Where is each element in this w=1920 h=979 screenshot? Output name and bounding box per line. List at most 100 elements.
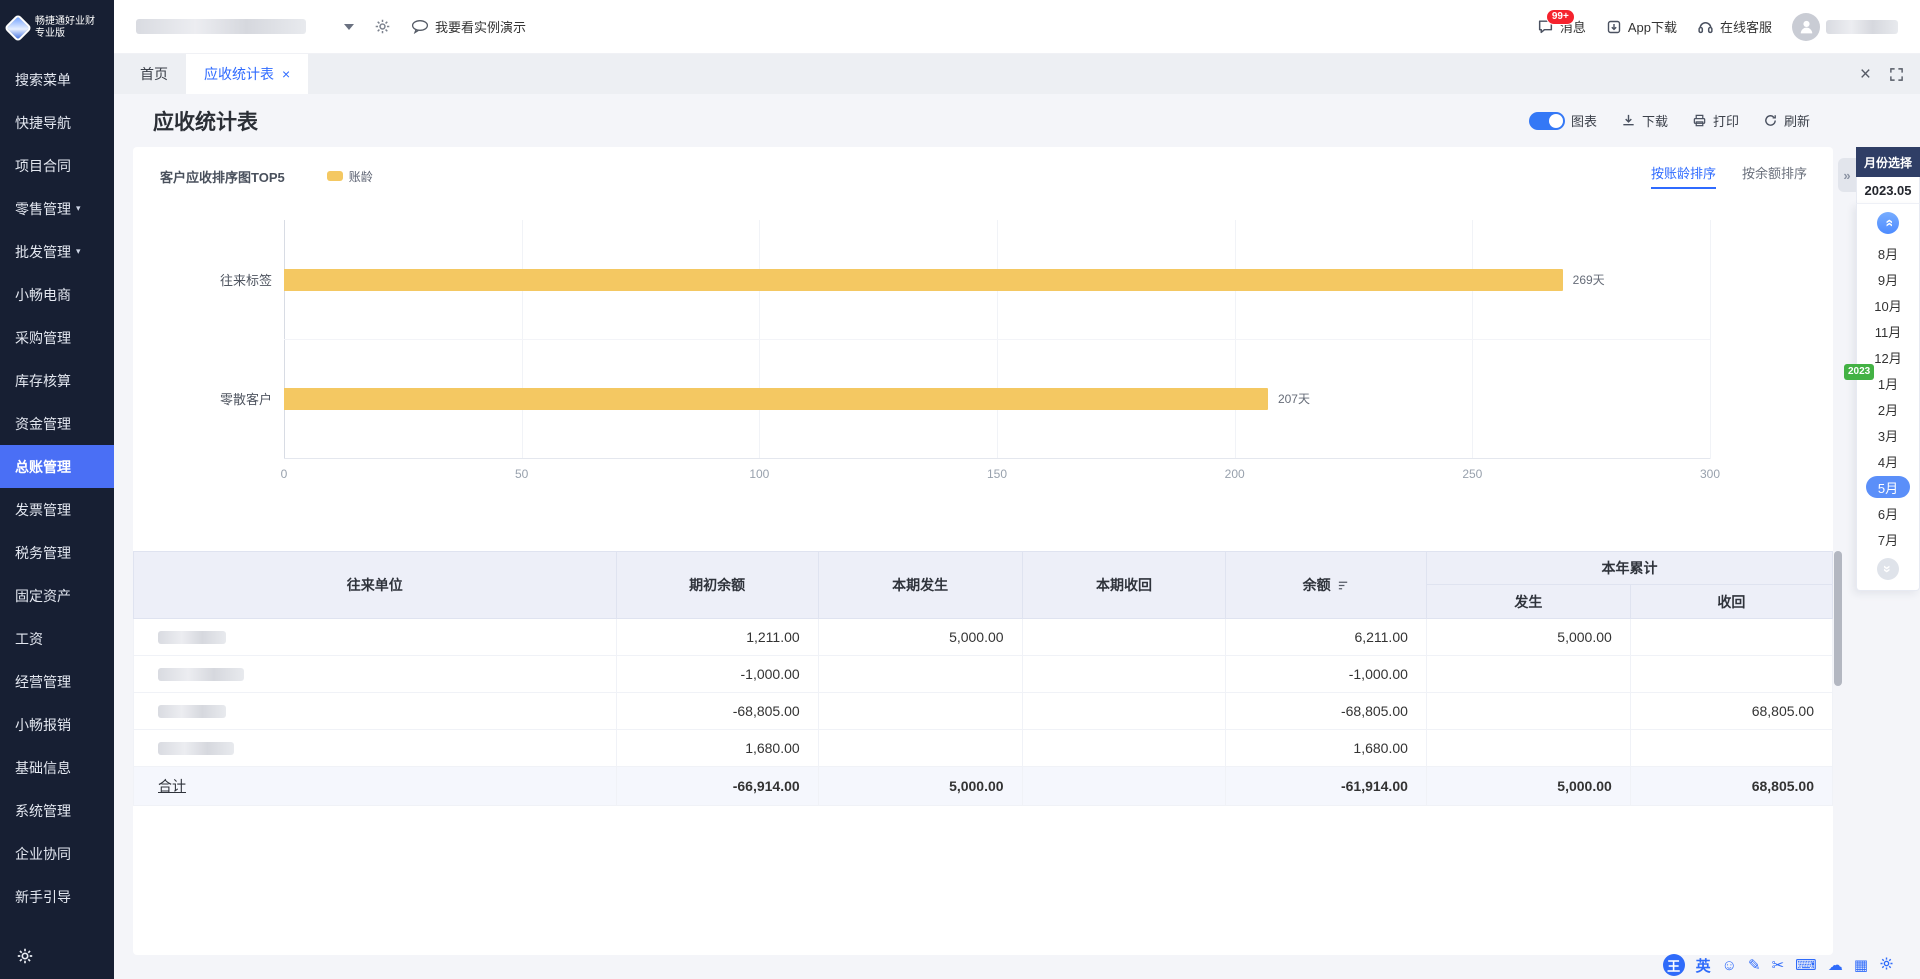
- month-item[interactable]: 12月: [1874, 350, 1902, 366]
- month-item[interactable]: 1月: [1877, 376, 1899, 392]
- sidebar-item-fund-mgmt[interactable]: 资金管理: [15, 415, 71, 432]
- month-item-active[interactable]: 5月: [1866, 476, 1910, 498]
- sidebar-item-search-menu[interactable]: 搜索菜单: [15, 71, 71, 88]
- emoji-icon[interactable]: ☺: [1721, 956, 1737, 974]
- sidebar-item-retail-mgmt[interactable]: 零售管理 ▾: [15, 200, 81, 217]
- sort-by-balance-tab[interactable]: 按余额排序: [1741, 166, 1807, 181]
- col-header-ytd-occur: 发生: [1425, 584, 1631, 619]
- sidebar-item-invoice-mgmt[interactable]: 发票管理: [15, 501, 71, 518]
- chevron-down-icon: [344, 23, 354, 30]
- ime-language-indicator[interactable]: 英: [1695, 957, 1711, 975]
- sidebar-item-tax-mgmt[interactable]: 税务管理: [15, 544, 71, 561]
- sort-by-aging-tab[interactable]: 按账龄排序: [1650, 163, 1716, 189]
- month-item[interactable]: 11月: [1874, 324, 1902, 340]
- sidebar-item-salary[interactable]: 工资: [15, 630, 43, 647]
- sidebar-item-basic-info[interactable]: 基础信息: [15, 759, 71, 776]
- sidebar-item-fixed-assets[interactable]: 固定资产: [15, 587, 71, 604]
- chart-category-label: 零散客户: [219, 392, 272, 407]
- month-item[interactable]: 7月: [1877, 532, 1899, 548]
- gridline: [284, 339, 1710, 340]
- app-download-button[interactable]: App下载: [1606, 17, 1677, 36]
- col-header-current: 本期发生: [817, 551, 1023, 619]
- year-badge: 2023: [1844, 364, 1875, 380]
- refresh-icon: [1765, 115, 1776, 126]
- tab-close-icon[interactable]: ×: [282, 66, 291, 82]
- sidebar-item-ecommerce[interactable]: 小畅电商: [15, 286, 71, 303]
- toolbox-icon[interactable]: ▦: [1853, 956, 1868, 974]
- x-axis-line: [284, 458, 1710, 459]
- legend-swatch-yellow: [326, 171, 343, 181]
- panel-collapse-button[interactable]: »: [1838, 158, 1856, 192]
- sidebar-item-project-contract[interactable]: 项目合同: [15, 157, 71, 174]
- input-method-toolbar: 王 英 ☺ ✎ ✂ ⌨ ☁ ▦: [1662, 954, 1894, 976]
- message-icon-wrap: 99+: [1537, 9, 1575, 35]
- headset-icon: [1698, 22, 1713, 34]
- chart-bar[interactable]: [284, 387, 1268, 410]
- pencil-icon[interactable]: ✎: [1748, 956, 1761, 974]
- cloud-icon[interactable]: ☁: [1827, 956, 1843, 974]
- sidebar-item-newbie-guide[interactable]: 新手引导: [15, 888, 71, 905]
- sidebar-item-system-mgmt[interactable]: 系统管理: [15, 802, 71, 819]
- sort-icon[interactable]: [1337, 579, 1350, 592]
- sidebar-item-inventory-accounting[interactable]: 库存核算: [15, 372, 71, 389]
- table-row[interactable]: 1,211.00 5,000.00 6,211.00 5,000.00: [133, 618, 1834, 656]
- tabbar-actions: ×: [1860, 54, 1920, 94]
- chart-legend[interactable]: 账龄: [326, 168, 373, 185]
- caret-down-icon: ▾: [76, 203, 81, 213]
- chart-bar-row: 零散客户 207天: [220, 339, 1710, 458]
- month-item[interactable]: 9月: [1877, 272, 1899, 288]
- month-item[interactable]: 8月: [1877, 246, 1899, 262]
- sidebar-item-quick-nav[interactable]: 快捷导航: [15, 114, 71, 131]
- month-item[interactable]: 4月: [1877, 454, 1899, 470]
- chart-toggle-switch[interactable]: [1528, 111, 1565, 130]
- sidebar-item-reimbursement[interactable]: 小畅报销: [15, 716, 71, 733]
- brand-line1: 畅捷通好业财: [35, 15, 95, 27]
- user-account[interactable]: [1792, 12, 1898, 41]
- table-row[interactable]: -1,000.00 -1,000.00: [133, 655, 1834, 693]
- table-row[interactable]: -68,805.00 -68,805.00 68,805.00: [133, 692, 1834, 730]
- table-row[interactable]: 1,680.00 1,680.00: [133, 729, 1834, 767]
- sidebar-item-general-ledger[interactable]: 总账管理: [0, 445, 114, 488]
- x-tick-label: 100: [749, 467, 770, 481]
- online-service-button[interactable]: 在线客服: [1697, 17, 1772, 36]
- tab-receivables-report[interactable]: 应收统计表 ×: [186, 54, 309, 94]
- report-card: 客户应收排序图TOP5 账龄 按账龄排序 按余额排序: [133, 147, 1834, 955]
- download-button[interactable]: 下载: [1621, 111, 1668, 130]
- month-item[interactable]: 2月: [1877, 402, 1899, 418]
- caret-down-icon: ▾: [76, 246, 81, 256]
- scissors-icon[interactable]: ✂: [1771, 956, 1785, 974]
- sidebar-settings-button[interactable]: [0, 939, 114, 973]
- download-icon: [1623, 114, 1634, 126]
- app-download-icon: [1607, 20, 1621, 33]
- refresh-button[interactable]: 刷新: [1763, 111, 1810, 130]
- tab-home[interactable]: 首页: [140, 66, 168, 82]
- org-select-dropdown[interactable]: [136, 19, 354, 34]
- x-tick-label: 0: [280, 467, 288, 481]
- scroll-months-up-button[interactable]: »: [1877, 212, 1899, 234]
- month-item[interactable]: 6月: [1877, 506, 1899, 522]
- vertical-scrollbar-thumb[interactable]: [1834, 551, 1842, 686]
- sidebar-nav: 搜索菜单 快捷导航 项目合同 零售管理 ▾ 批发管理 ▾ 小畅电商 采购管理 库存核…: [0, 54, 114, 939]
- chart-value-label: 269天: [1572, 273, 1605, 287]
- total-label[interactable]: 合计: [158, 778, 186, 794]
- sidebar-item-wholesale-mgmt[interactable]: 批发管理 ▾: [15, 243, 81, 260]
- close-all-icon[interactable]: ×: [1859, 63, 1871, 85]
- chart-bar[interactable]: [284, 268, 1563, 291]
- sidebar-item-operation-mgmt[interactable]: 经营管理: [15, 673, 71, 690]
- keyboard-icon[interactable]: ⌨: [1795, 956, 1817, 974]
- ime-logo-icon[interactable]: 王: [1662, 954, 1685, 976]
- tabbar: 首页 应收统计表 × ×: [114, 54, 1920, 94]
- sidebar-item-purchase-mgmt[interactable]: 采购管理: [15, 329, 71, 346]
- month-item[interactable]: 10月: [1874, 298, 1902, 314]
- fullscreen-button[interactable]: [1889, 67, 1904, 82]
- gear-icon[interactable]: [1879, 956, 1894, 974]
- month-item[interactable]: 3月: [1877, 428, 1899, 444]
- demo-link[interactable]: 我要看实例演示: [411, 17, 526, 36]
- sidebar-item-enterprise-collab[interactable]: 企业协同: [15, 845, 71, 862]
- page-title: 应收统计表: [153, 110, 258, 134]
- messages-button[interactable]: 99+ 消息: [1537, 9, 1586, 36]
- x-tick-label: 50: [514, 467, 529, 481]
- scroll-months-down-button[interactable]: »: [1877, 558, 1899, 580]
- print-button[interactable]: 打印: [1692, 111, 1739, 130]
- topbar-settings-button[interactable]: [374, 18, 391, 35]
